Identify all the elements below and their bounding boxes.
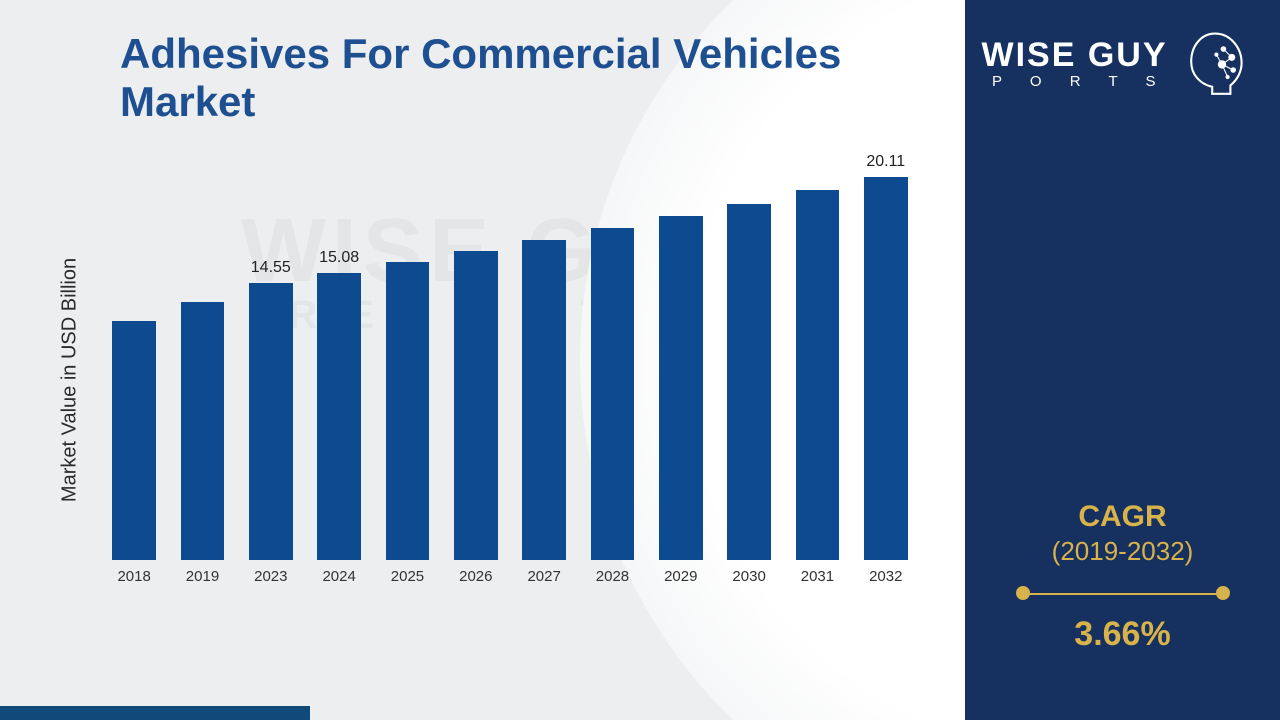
y-axis-label: Market Value in USD Billion <box>59 258 82 502</box>
x-tick-label: 2030 <box>715 560 783 600</box>
brand-line2: R E P O R T S <box>915 73 1168 90</box>
cagr-dot-left <box>1016 586 1030 600</box>
bar <box>864 177 908 560</box>
bar <box>659 216 703 560</box>
cagr-divider <box>1023 585 1223 601</box>
x-tick-label: 2028 <box>578 560 646 600</box>
bar-value-label: 15.08 <box>319 249 359 267</box>
footer-accent-bar <box>0 706 310 720</box>
brand-logo: WISE GUY R E P O R T S <box>915 28 1250 98</box>
x-axis-labels: 2018201920232024202520262027202820292030… <box>100 560 920 600</box>
cagr-range: (2019-2032) <box>965 536 1280 567</box>
x-tick-label: 2032 <box>852 560 920 600</box>
bar <box>591 228 635 560</box>
x-tick-label: 2029 <box>647 560 715 600</box>
x-tick-label: 2027 <box>510 560 578 600</box>
brand-head-icon <box>1180 28 1250 98</box>
bar <box>112 321 156 560</box>
bar-slot <box>442 160 510 560</box>
chart-area: Market Value in USD Billion 14.55 15.08 20… <box>60 160 920 600</box>
bar-row: 14.55 15.08 20.11 <box>100 160 920 560</box>
x-tick-label: 2018 <box>100 560 168 600</box>
bar-slot <box>715 160 783 560</box>
page-root: WISE GUY REPORTS Adhesives For Commercia… <box>0 0 1280 720</box>
cagr-title: CAGR <box>965 500 1280 534</box>
x-tick-label: 2023 <box>237 560 305 600</box>
cagr-block: CAGR (2019-2032) 3.66% <box>965 500 1280 654</box>
bar-value-label: 14.55 <box>251 259 291 277</box>
chart-plot: 14.55 15.08 20.11 <box>100 160 920 560</box>
cagr-line <box>1023 593 1223 595</box>
bar-slot <box>783 160 851 560</box>
cagr-dot-right <box>1216 586 1230 600</box>
bar-slot <box>100 160 168 560</box>
bar <box>386 262 430 560</box>
bar-slot: 20.11 <box>852 160 920 560</box>
bar <box>796 190 840 560</box>
bar <box>249 283 293 560</box>
x-tick-label: 2019 <box>168 560 236 600</box>
bar-slot: 14.55 <box>237 160 305 560</box>
bar-slot <box>510 160 578 560</box>
chart-title: Adhesives For Commercial Vehicles Market <box>120 30 880 127</box>
bar-slot <box>578 160 646 560</box>
bar <box>454 251 498 560</box>
brand-line1: WISE GUY <box>915 36 1168 75</box>
bar-slot <box>373 160 441 560</box>
bar <box>317 273 361 560</box>
bar-slot <box>168 160 236 560</box>
bar <box>181 302 225 560</box>
cagr-value: 3.66% <box>965 615 1280 654</box>
x-tick-label: 2025 <box>373 560 441 600</box>
bar-slot: 15.08 <box>305 160 373 560</box>
x-tick-label: 2031 <box>783 560 851 600</box>
bar <box>522 240 566 560</box>
bar-value-label: 20.11 <box>866 153 905 171</box>
x-tick-label: 2024 <box>305 560 373 600</box>
bar <box>727 204 771 560</box>
x-tick-label: 2026 <box>442 560 510 600</box>
bar-slot <box>647 160 715 560</box>
